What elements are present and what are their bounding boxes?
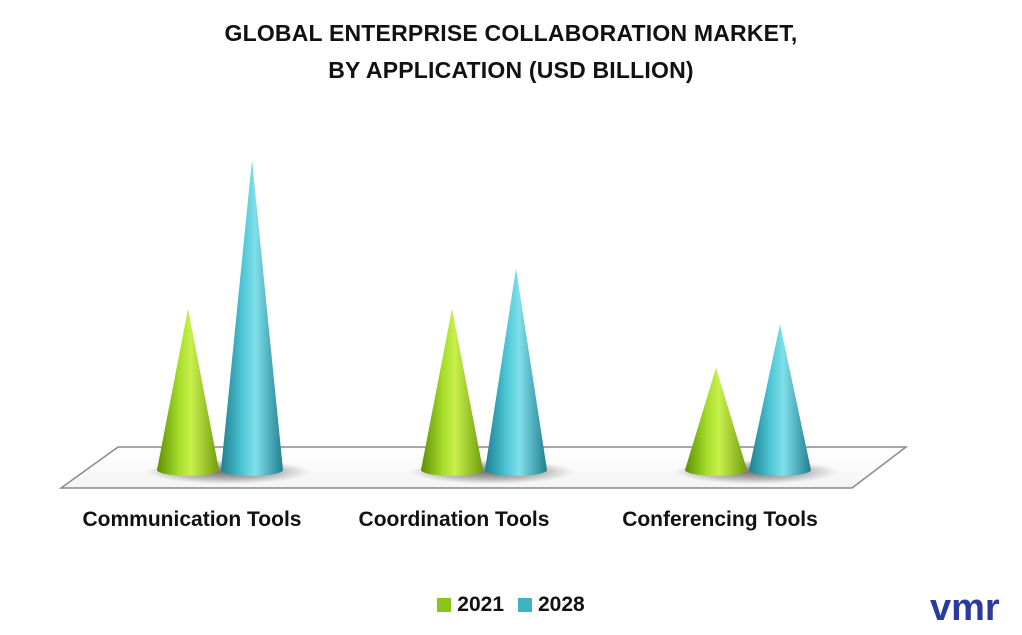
cone-coordination-tools-2021: [421, 308, 483, 476]
logo-text: vmr: [930, 588, 1000, 628]
category-label-communication-tools: Communication Tools: [83, 508, 302, 531]
cone-coordination-tools-2028: [485, 268, 547, 476]
legend-item-2028: 2028: [518, 593, 585, 617]
legend-swatch-2028: [518, 598, 532, 612]
chart-canvas: Communication Tools Coordination Tools Con…: [58, 160, 909, 531]
legend-label-2028: 2028: [538, 593, 585, 616]
legend-swatch-2021: [437, 598, 452, 612]
chart-legend: 2021 2028: [0, 593, 1022, 617]
chart-title: GLOBAL ENTERPRISE COLLABORATION MARKET,: [224, 20, 798, 46]
cone-communication-tools-2021: [157, 308, 219, 476]
category-label-coordination-tools: Coordination Tools: [359, 508, 550, 531]
legend-item-2021: 2021: [437, 593, 504, 617]
legend-label-2021: 2021: [457, 593, 504, 616]
category-label-conferencing-tools: Conferencing Tools: [622, 508, 818, 531]
cone-conferencing-tools-2021: [685, 367, 747, 476]
vmr-logo: vmr: [930, 588, 1000, 628]
cone-conferencing-tools-2028: [749, 324, 811, 476]
chart-subtitle: BY APPLICATION (USD BILLION): [328, 57, 694, 83]
cone-communication-tools-2028: [221, 160, 283, 476]
